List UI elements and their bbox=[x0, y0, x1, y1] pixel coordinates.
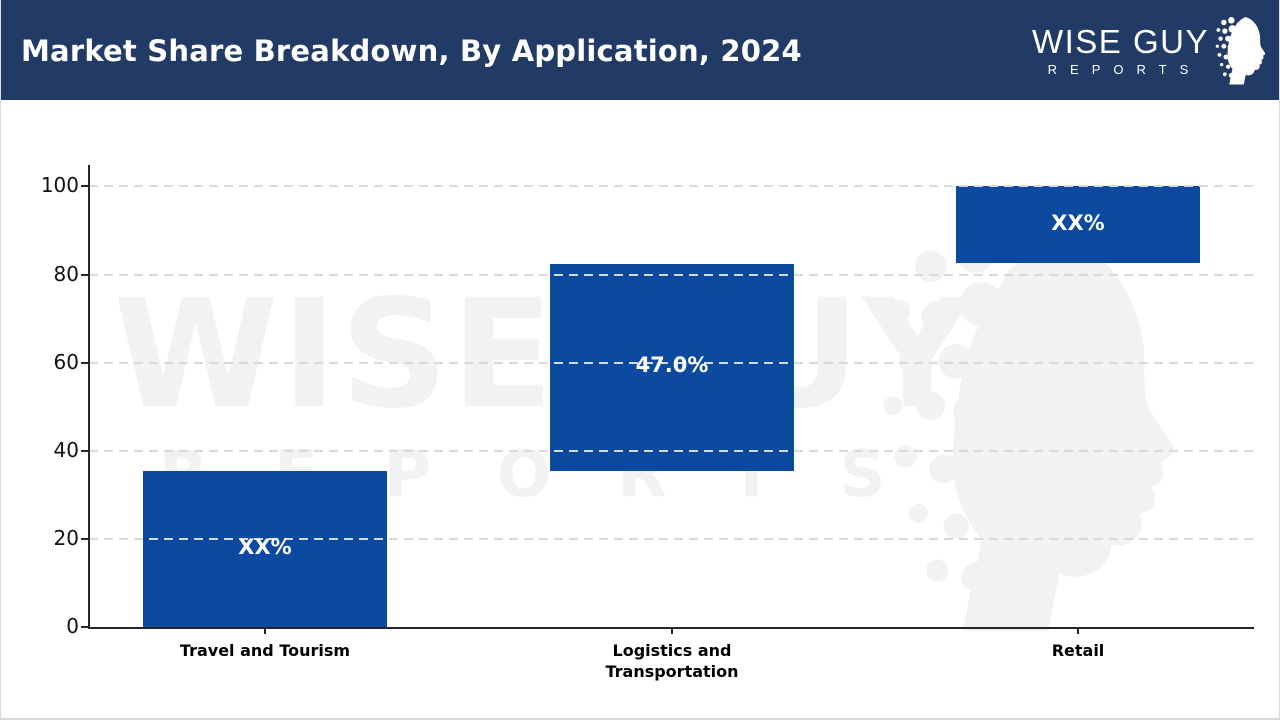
bar-segment bbox=[143, 470, 387, 627]
x-tick bbox=[1077, 627, 1079, 634]
y-tick-label: 100 bbox=[40, 173, 79, 198]
x-tick bbox=[264, 627, 266, 634]
y-tick-label: 0 bbox=[66, 614, 79, 638]
bar-value-label: XX% bbox=[1051, 210, 1105, 235]
bar-segment bbox=[956, 186, 1200, 264]
y-tick-label: 40 bbox=[53, 437, 79, 462]
brand-logo: WISE GUY REPORTS bbox=[1032, 8, 1267, 92]
logo-face-icon bbox=[1213, 11, 1267, 89]
bar-value-label: XX% bbox=[238, 534, 292, 559]
y-axis-line bbox=[88, 165, 90, 629]
y-tick bbox=[81, 449, 89, 452]
grid-line bbox=[89, 273, 1254, 276]
category-label: Retail bbox=[1051, 641, 1105, 660]
grid-line bbox=[89, 537, 1254, 540]
y-tick bbox=[81, 273, 89, 276]
category-label: Logistics and Transportation bbox=[605, 641, 739, 681]
logo-brand-text: WISE GUY bbox=[1031, 23, 1209, 60]
logo-reports-text: REPORTS bbox=[1047, 62, 1202, 77]
bar-segment bbox=[550, 263, 794, 471]
grid-line bbox=[89, 361, 1254, 364]
watermark-brand-text: WISE GUY bbox=[113, 268, 975, 442]
y-tick bbox=[81, 626, 89, 628]
grid-line bbox=[89, 449, 1254, 452]
header-bar: Market Share Breakdown, By Application, … bbox=[1, 0, 1279, 100]
x-axis-line bbox=[88, 627, 1254, 629]
y-tick bbox=[81, 361, 89, 364]
category-label: Travel and Tourism bbox=[179, 641, 351, 660]
bar-value-label: 47.0% bbox=[635, 353, 709, 378]
page-title: Market Share Breakdown, By Application, … bbox=[21, 34, 802, 68]
y-tick bbox=[81, 537, 89, 540]
y-tick-label: 60 bbox=[53, 349, 79, 374]
watermark-face-icon bbox=[859, 222, 1193, 634]
y-tick bbox=[81, 185, 89, 188]
x-tick bbox=[671, 627, 673, 634]
y-tick-label: 80 bbox=[53, 261, 79, 286]
y-tick-label: 20 bbox=[53, 525, 79, 550]
grid-line bbox=[89, 185, 1254, 188]
